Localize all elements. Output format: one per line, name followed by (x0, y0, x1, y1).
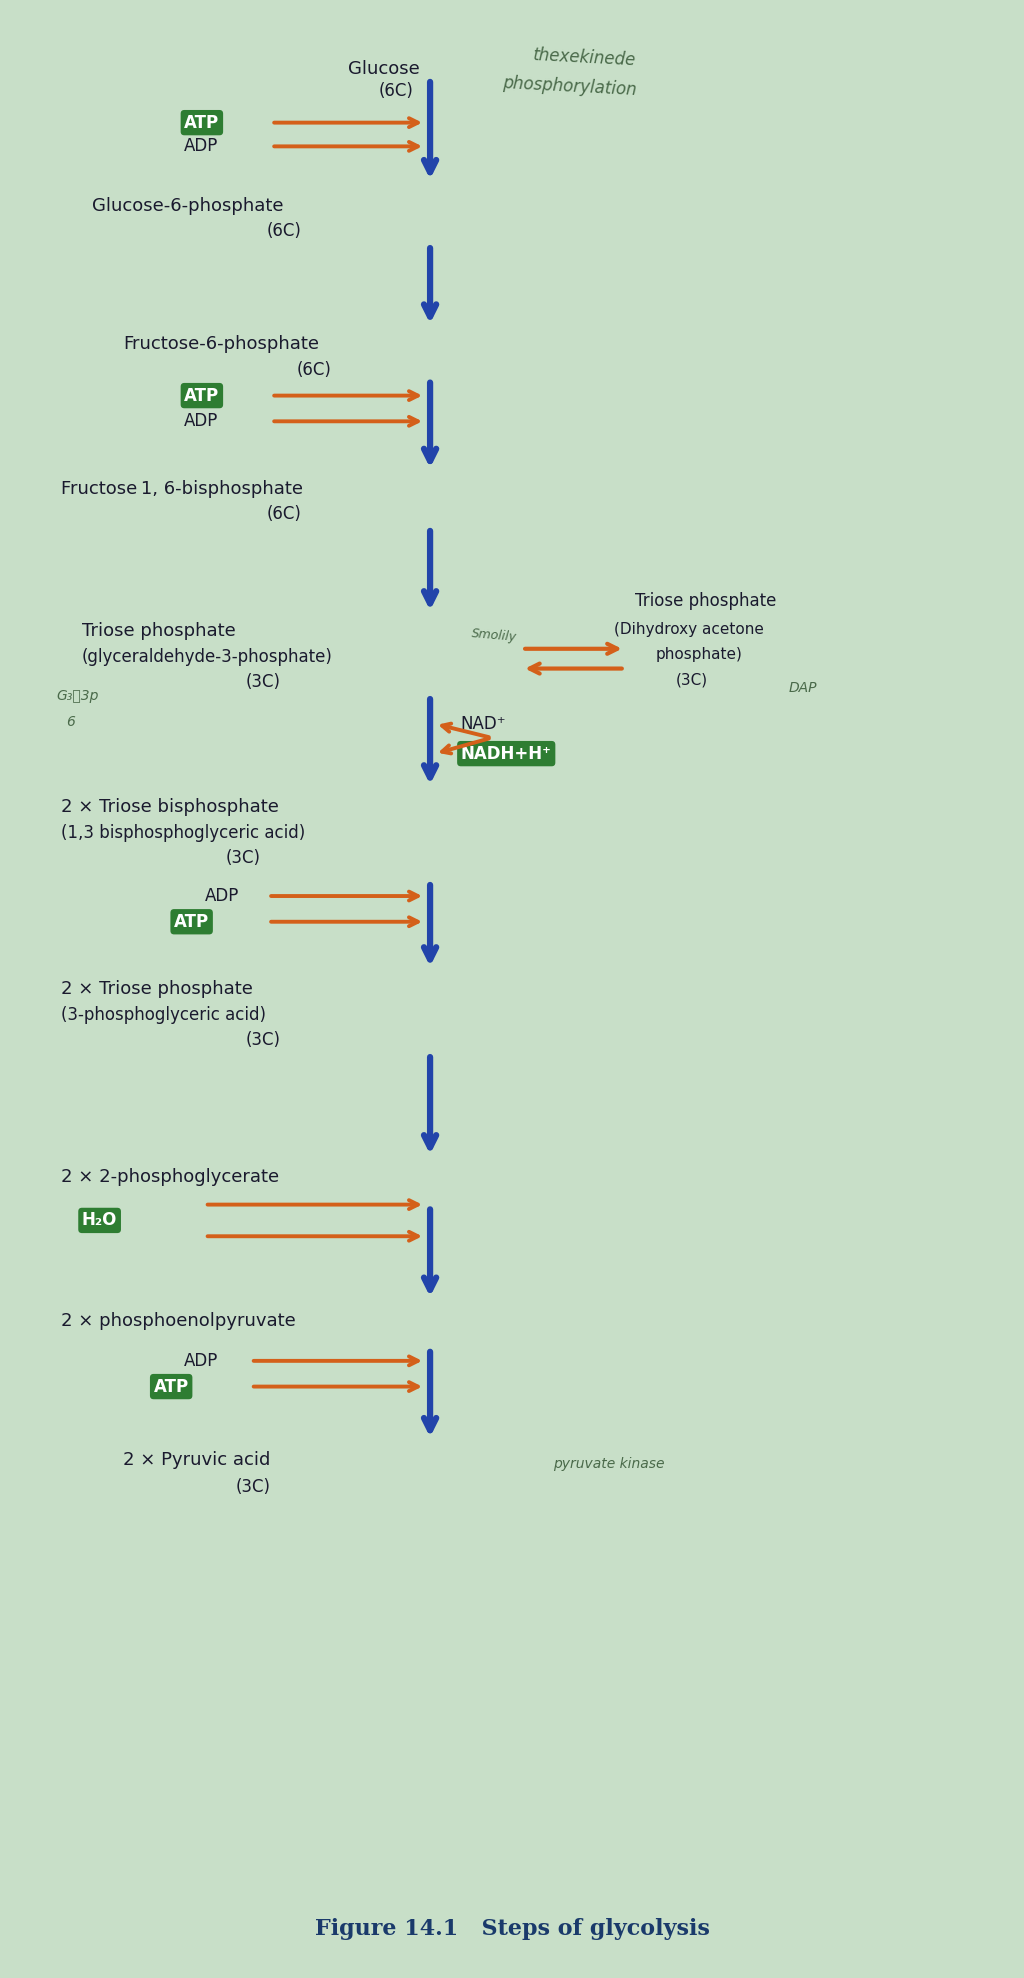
Text: pyruvate kinase: pyruvate kinase (553, 1456, 665, 1472)
Text: H₂O: H₂O (82, 1211, 118, 1230)
Text: (3C): (3C) (246, 1031, 281, 1050)
Text: ATP: ATP (154, 1377, 188, 1396)
Text: ATP: ATP (184, 113, 219, 133)
Text: 2 × Pyruvic acid: 2 × Pyruvic acid (123, 1450, 270, 1470)
Text: (6C): (6C) (266, 504, 301, 524)
Text: (1,3 bisphosphoglyceric acid): (1,3 bisphosphoglyceric acid) (61, 823, 306, 843)
Text: (6C): (6C) (297, 360, 332, 380)
Text: (3C): (3C) (236, 1478, 270, 1497)
Text: ADP: ADP (184, 136, 219, 156)
Text: Glucose-6-phosphate: Glucose-6-phosphate (92, 196, 284, 216)
Text: ATP: ATP (184, 386, 219, 405)
Text: ATP: ATP (174, 912, 209, 932)
Text: Fructose-6-phosphate: Fructose-6-phosphate (123, 334, 318, 354)
Text: ADP: ADP (184, 1351, 219, 1371)
Text: Figure 14.1   Steps of glycolysis: Figure 14.1 Steps of glycolysis (314, 1917, 710, 1940)
Text: (3C): (3C) (676, 673, 708, 688)
Text: NADH+H⁺: NADH+H⁺ (461, 744, 552, 764)
Text: DAP: DAP (788, 680, 817, 696)
Text: (3-phosphoglyceric acid): (3-phosphoglyceric acid) (61, 1005, 266, 1025)
Text: (3C): (3C) (246, 673, 281, 692)
Text: ADP: ADP (184, 411, 219, 431)
Text: 2 × Triose phosphate: 2 × Triose phosphate (61, 979, 253, 999)
Text: (6C): (6C) (266, 222, 301, 241)
Text: Smolily: Smolily (471, 627, 517, 645)
Text: (glyceraldehyde-3-phosphate): (glyceraldehyde-3-phosphate) (82, 647, 333, 667)
Text: (Dihydroxy acetone: (Dihydroxy acetone (614, 621, 764, 637)
Text: 2 × Triose bisphosphate: 2 × Triose bisphosphate (61, 797, 280, 817)
Text: thexekinede: thexekinede (532, 45, 636, 69)
Text: phosphate): phosphate) (655, 647, 742, 663)
Text: phosphorylation: phosphorylation (502, 73, 637, 99)
Text: Triose phosphate: Triose phosphate (635, 591, 776, 611)
Text: Fructose 1, 6-bisphosphate: Fructose 1, 6-bisphosphate (61, 479, 303, 498)
Text: 2 × 2-phosphoglycerate: 2 × 2-phosphoglycerate (61, 1167, 280, 1187)
Text: ADP: ADP (205, 886, 240, 906)
Text: NAD⁺: NAD⁺ (461, 714, 507, 734)
Text: G₃㌡3p: G₃㌡3p (56, 688, 98, 704)
Text: Glucose: Glucose (348, 59, 420, 79)
Text: Triose phosphate: Triose phosphate (82, 621, 236, 641)
Text: 6: 6 (67, 714, 76, 730)
Text: 2 × phosphoenolpyruvate: 2 × phosphoenolpyruvate (61, 1311, 296, 1331)
Text: (6C): (6C) (379, 81, 414, 101)
Text: (3C): (3C) (225, 849, 260, 868)
